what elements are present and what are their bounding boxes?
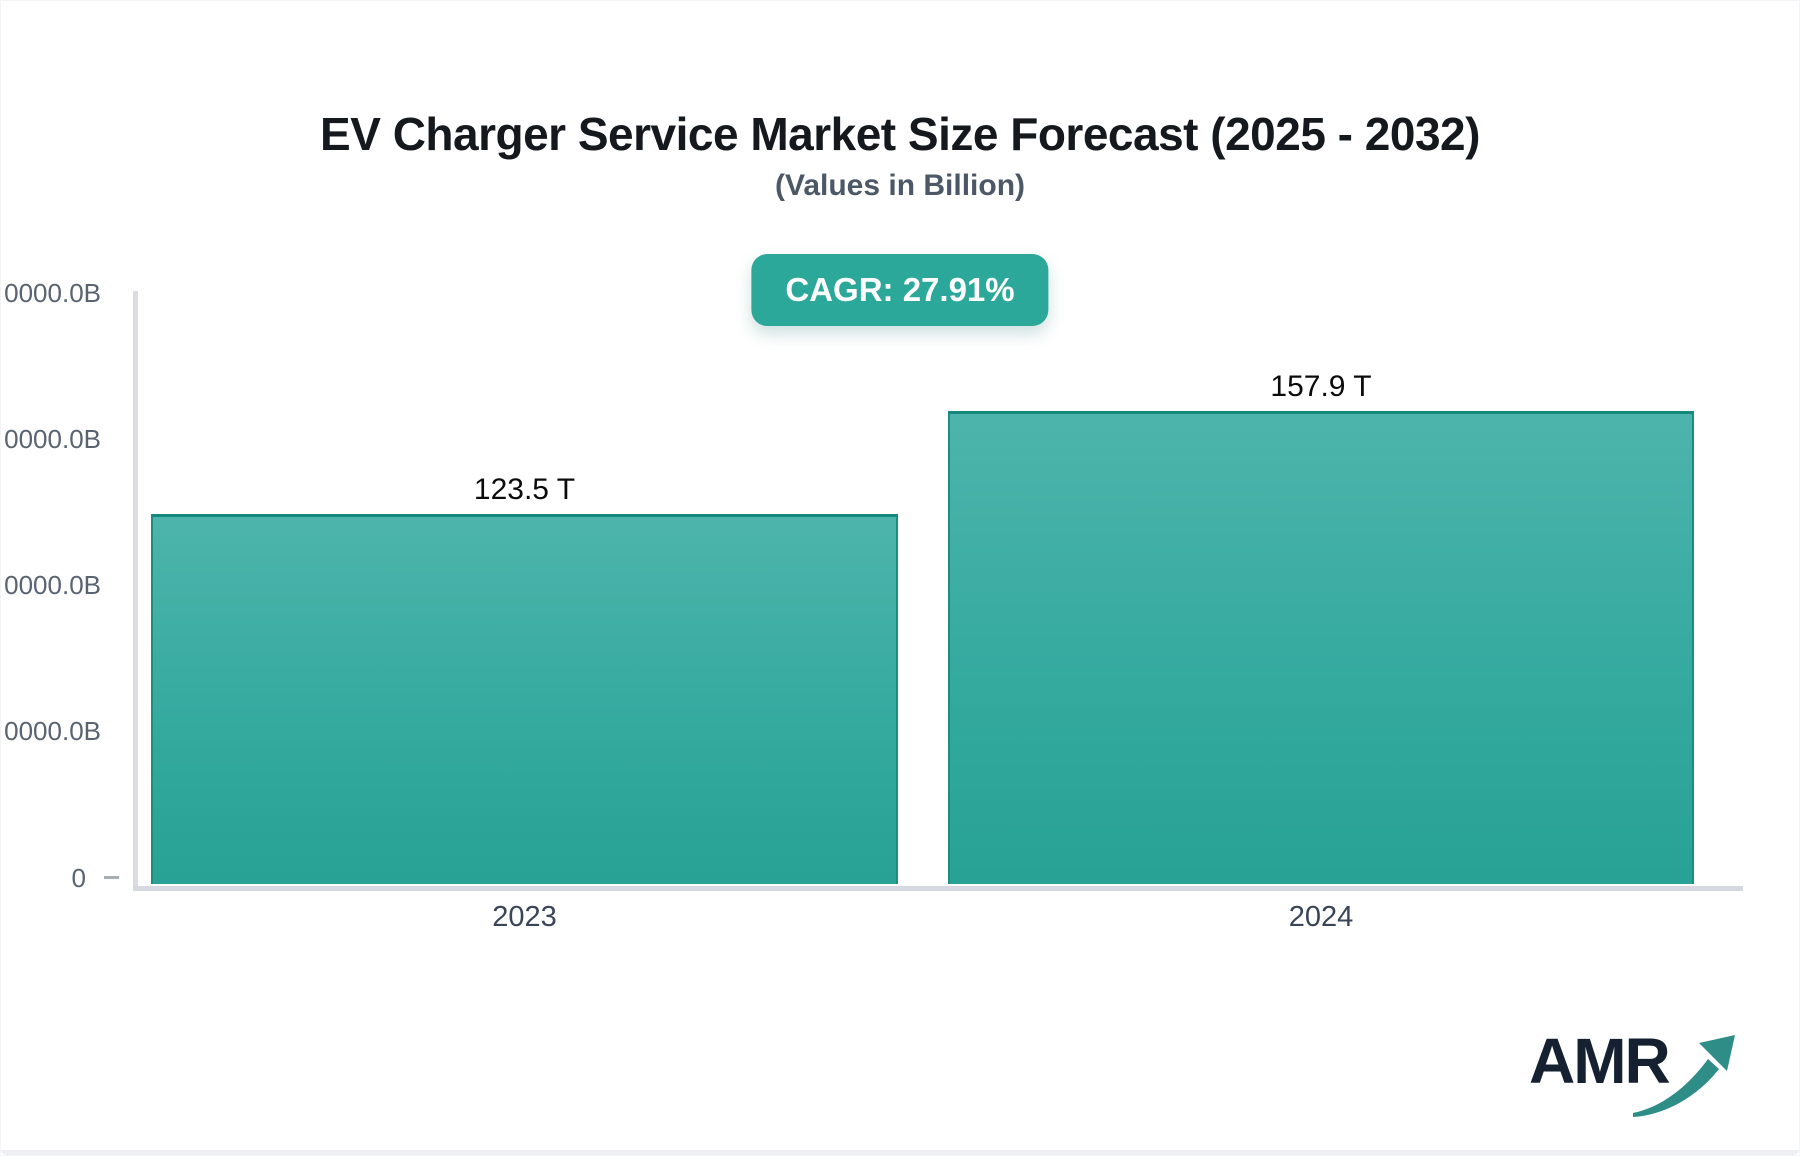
cagr-badge: CAGR: 27.91% (751, 254, 1049, 326)
y-axis-line (133, 291, 138, 891)
bar-value-label: 157.9 T (1270, 370, 1372, 403)
chart-subtitle: (Values in Billion) (774, 169, 1026, 202)
x-axis-line (133, 886, 1743, 891)
bar-group-2024: 157.9 T (948, 370, 1694, 884)
bar-2023[interactable] (151, 514, 898, 884)
y-tick-label: 0000.0B (4, 570, 101, 600)
logo-text: AMR (1529, 1025, 1671, 1097)
y-tick-label: 0000.0B (4, 424, 101, 454)
y-tick-label-zero: 0 (71, 863, 86, 893)
growth-arrow-icon (1633, 1035, 1735, 1117)
chart-title: EV Charger Service Market Size Forecast … (320, 108, 1480, 160)
category-label-2023: 2023 (492, 901, 557, 933)
category-label-2024: 2024 (1288, 901, 1354, 933)
bottom-divider (1, 1150, 1799, 1155)
bar-group-2023: 123.5 T (151, 473, 898, 884)
bar-value-label: 123.5 T (473, 473, 576, 506)
bar-2024[interactable] (948, 411, 1694, 884)
y-tick-label: 0000.0B (4, 716, 101, 746)
zero-tick-mark (104, 876, 119, 879)
amr-logo: AMR (1529, 1025, 1735, 1121)
y-tick-label: 0000.0B (4, 278, 101, 308)
